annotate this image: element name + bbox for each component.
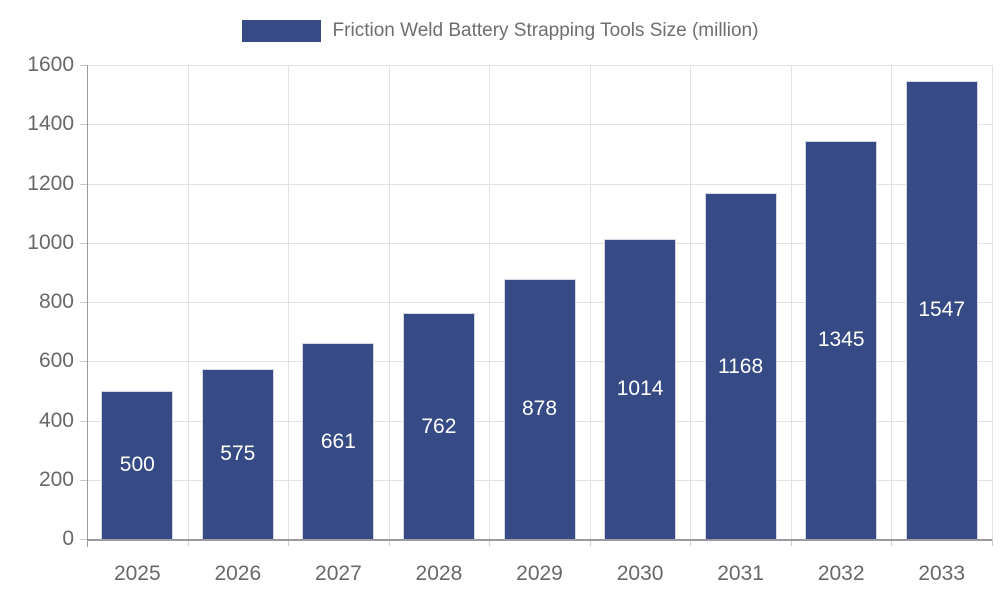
- x-axis-tick: [992, 539, 993, 546]
- x-axis-tick: [288, 539, 290, 546]
- bar[interactable]: 1345: [805, 140, 878, 539]
- y-axis-label: 1000: [27, 230, 74, 254]
- y-axis-label: 600: [38, 349, 74, 373]
- x-axis-label: 2029: [516, 562, 563, 585]
- legend-label: Friction Weld Battery Strapping Tools Si…: [332, 20, 759, 41]
- bar[interactable]: 1168: [704, 193, 777, 539]
- x-axis-tick: [187, 539, 189, 546]
- bar-value-label: 661: [320, 429, 356, 453]
- legend[interactable]: Friction Weld Battery Strapping Tools Si…: [0, 20, 1000, 42]
- x-axis-tick: [489, 539, 491, 546]
- plot-area: 500 575 661 762 878 1014 1168 1345 1547: [87, 65, 993, 539]
- gridline-horizontal: [87, 124, 992, 126]
- x-axis-label: 2031: [717, 562, 764, 585]
- bar[interactable]: 878: [503, 278, 576, 539]
- y-axis-label: 1400: [27, 112, 74, 136]
- bar-value-label: 1014: [616, 377, 664, 401]
- gridline-vertical: [187, 65, 189, 539]
- x-axis-label: 2033: [918, 562, 966, 585]
- x-axis-tick: [690, 539, 692, 546]
- x-axis-label: 2030: [616, 562, 664, 585]
- bar-value-label: 1547: [918, 298, 966, 322]
- y-axis-tick: [80, 302, 87, 303]
- bar[interactable]: 575: [201, 368, 274, 539]
- x-axis-label: 2032: [817, 562, 865, 585]
- y-axis-tick: [80, 65, 87, 66]
- bar[interactable]: 661: [302, 343, 375, 539]
- gridline-vertical: [288, 65, 290, 539]
- gridline-vertical: [992, 65, 993, 539]
- y-axis-label: 1600: [27, 53, 74, 76]
- bar-value-label: 762: [421, 414, 457, 438]
- x-axis-label: 2027: [315, 562, 362, 585]
- gridline-horizontal: [87, 65, 992, 66]
- x-axis-label: 2025: [113, 562, 161, 585]
- bar-value-label: 575: [220, 442, 256, 466]
- y-axis-tick: [80, 420, 87, 422]
- bar[interactable]: 1014: [604, 238, 677, 539]
- gridline-horizontal: [87, 183, 992, 185]
- bar[interactable]: 1547: [905, 80, 978, 539]
- y-axis-label: 0: [62, 527, 74, 550]
- y-axis-label: 200: [38, 467, 74, 491]
- x-axis-label: 2026: [214, 562, 262, 585]
- x-axis-tick: [388, 539, 390, 546]
- bar-value-label: 878: [521, 397, 558, 421]
- legend-swatch-icon: [241, 20, 321, 42]
- bar-value-label: 1168: [718, 354, 764, 378]
- y-axis-tick: [80, 242, 87, 244]
- y-axis-tick: [80, 183, 87, 185]
- x-axis-tick: [790, 539, 792, 546]
- gridline-vertical: [589, 65, 591, 539]
- gridline-vertical: [388, 65, 390, 539]
- gridline-vertical: [690, 65, 692, 539]
- gridline-vertical: [790, 65, 792, 539]
- gridline-vertical: [489, 65, 491, 539]
- bar-value-label: 500: [119, 453, 155, 477]
- x-axis-line: [87, 539, 992, 541]
- y-axis-tick: [80, 124, 87, 126]
- y-axis-tick: [80, 361, 87, 363]
- bar-value-label: 1345: [817, 328, 865, 352]
- y-axis-tick: [80, 539, 87, 540]
- y-axis-label: 800: [38, 290, 74, 313]
- y-axis-tick: [80, 479, 87, 481]
- bar[interactable]: 500: [101, 390, 174, 539]
- y-axis-label: 1200: [27, 171, 74, 195]
- x-axis-tick: [589, 539, 591, 546]
- y-axis-label: 400: [38, 408, 74, 432]
- x-axis-tick: [891, 539, 893, 546]
- gridline-horizontal: [87, 242, 992, 244]
- x-axis-label: 2028: [415, 562, 463, 585]
- gridline-vertical: [891, 65, 893, 539]
- y-axis-line: [87, 65, 88, 547]
- bar[interactable]: 762: [402, 313, 475, 539]
